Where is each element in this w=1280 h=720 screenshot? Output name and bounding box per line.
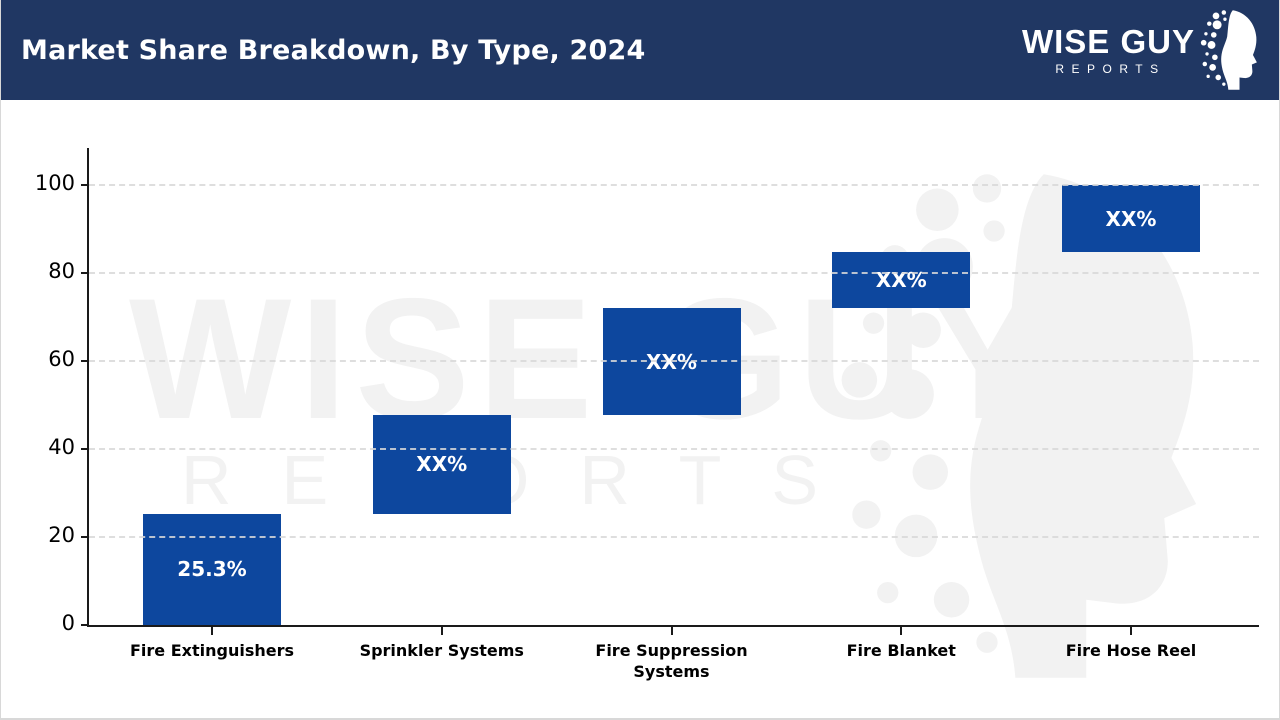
logo-text: WISE GUY REPORTS bbox=[1022, 25, 1195, 75]
wise-guy-reports-logo: WISE GUY REPORTS bbox=[1022, 8, 1261, 92]
gridline bbox=[89, 272, 1259, 274]
y-tick-mark bbox=[81, 448, 89, 450]
bar-value-label: 25.3% bbox=[177, 557, 247, 582]
x-tick-label: Fire Hose Reel bbox=[1065, 641, 1197, 660]
bar: XX% bbox=[372, 415, 511, 514]
header-bar: Market Share Breakdown, By Type, 2024 WI… bbox=[1, 0, 1279, 100]
y-tick-label: 40 bbox=[48, 435, 75, 459]
gridline bbox=[89, 448, 1259, 450]
y-tick-label: 60 bbox=[48, 347, 75, 371]
y-tick-mark bbox=[81, 184, 89, 186]
bar: XX% bbox=[832, 252, 971, 309]
x-tick-label: Sprinkler Systems bbox=[359, 641, 524, 660]
x-tick-mark bbox=[900, 627, 903, 635]
bar: 25.3% bbox=[143, 513, 281, 625]
y-tick-label: 0 bbox=[61, 611, 75, 635]
x-axis bbox=[87, 625, 1259, 627]
bar: XX% bbox=[1062, 185, 1200, 253]
logo-subtitle: REPORTS bbox=[1055, 62, 1166, 76]
logo-name: WISE GUY bbox=[1021, 23, 1195, 60]
x-tick-label: Fire Extinguishers bbox=[129, 641, 294, 660]
logo-face-icon bbox=[1199, 8, 1261, 92]
x-tick-mark bbox=[670, 627, 673, 635]
bar-value-label: XX% bbox=[416, 452, 468, 477]
y-tick-mark bbox=[81, 272, 89, 274]
gridline bbox=[89, 184, 1259, 186]
x-tick-label: Fire Suppression Systems bbox=[595, 641, 748, 681]
page-title: Market Share Breakdown, By Type, 2024 bbox=[21, 34, 646, 66]
x-tick-mark bbox=[440, 627, 443, 635]
y-tick-mark bbox=[81, 624, 89, 626]
bar-value-label: XX% bbox=[1105, 206, 1157, 231]
x-tick-mark bbox=[211, 627, 213, 635]
gridline bbox=[89, 536, 1259, 538]
y-tick-label: 100 bbox=[34, 171, 75, 195]
x-tick-label: Fire Blanket bbox=[846, 641, 956, 660]
y-tick-label: 80 bbox=[48, 259, 75, 283]
y-tick-label: 20 bbox=[48, 523, 75, 547]
y-axis bbox=[87, 148, 89, 627]
gridline bbox=[89, 360, 1259, 362]
y-tick-mark bbox=[81, 536, 89, 538]
y-tick-mark bbox=[81, 360, 89, 362]
x-tick-mark bbox=[1130, 627, 1132, 635]
